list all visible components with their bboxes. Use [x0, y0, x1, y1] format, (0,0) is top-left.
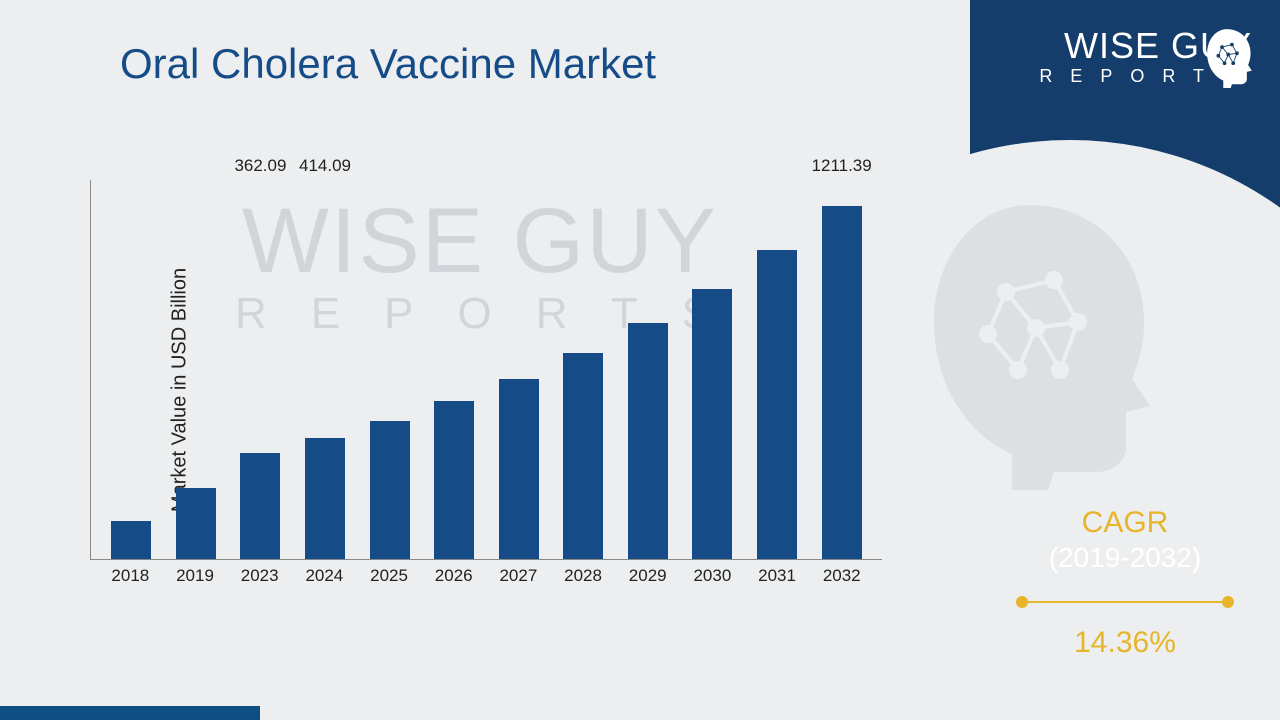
bar-wrap	[164, 180, 229, 559]
footer-strip	[0, 706, 260, 720]
bar	[176, 488, 216, 559]
x-tick-label: 2023	[227, 560, 292, 600]
x-tick-label: 2025	[357, 560, 422, 600]
bar-value-label: 1211.39	[812, 156, 872, 176]
bar	[111, 521, 151, 559]
bar	[757, 250, 797, 559]
plot-area: 362.09414.09 1211.39	[90, 180, 882, 560]
bar-wrap	[99, 180, 164, 559]
bar-wrap: 362.09	[228, 180, 293, 559]
x-tick-label: 2028	[551, 560, 616, 600]
bar-wrap	[357, 180, 422, 559]
cagr-value: 14.36%	[1010, 626, 1240, 660]
bar-wrap: 414.09	[293, 180, 358, 559]
x-tick-label: 2019	[163, 560, 228, 600]
cagr-block: CAGR (2019-2032) 14.36%	[1010, 506, 1240, 660]
bar-wrap	[486, 180, 551, 559]
cagr-dot-left-icon	[1016, 596, 1028, 608]
bar-wrap	[616, 180, 681, 559]
bar-value-label: 362.09	[234, 156, 286, 176]
bar-wrap: 1211.39	[809, 180, 874, 559]
cagr-range: (2019-2032)	[1010, 542, 1240, 574]
bar	[563, 353, 603, 559]
bar-wrap	[422, 180, 487, 559]
bar	[628, 323, 668, 559]
chart-title: Oral Cholera Vaccine Market	[120, 40, 656, 88]
x-axis-labels: 2018201920232024202520262027202820292030…	[90, 560, 882, 600]
bar	[499, 379, 539, 559]
page-root: WISE GUY REPORTS CAGR (2019-2032) 14.36%…	[0, 0, 1280, 720]
bar	[692, 289, 732, 559]
bar	[822, 206, 862, 559]
bars-container: 362.09414.09 1211.39	[91, 180, 882, 559]
brand-logo: WISE GUY REPORTS	[992, 28, 1252, 87]
x-tick-label: 2026	[421, 560, 486, 600]
x-tick-label: 2031	[745, 560, 810, 600]
x-tick-label: 2024	[292, 560, 357, 600]
bar	[434, 401, 474, 559]
bar	[240, 453, 280, 559]
x-tick-label: 2032	[809, 560, 874, 600]
x-tick-label: 2030	[680, 560, 745, 600]
x-tick-label: 2018	[98, 560, 163, 600]
brand-head-icon	[1196, 26, 1258, 88]
cagr-divider-line	[1010, 588, 1240, 616]
bar	[305, 438, 345, 559]
bar-wrap	[745, 180, 810, 559]
bar-chart: Market Value in USD Billion 362.09414.09…	[82, 180, 882, 600]
bar-wrap	[551, 180, 616, 559]
x-tick-label: 2027	[486, 560, 551, 600]
cagr-label: CAGR	[1010, 506, 1240, 540]
x-tick-label: 2029	[615, 560, 680, 600]
bar-value-label: 414.09	[299, 156, 351, 176]
cagr-dot-right-icon	[1222, 596, 1234, 608]
bar-wrap	[680, 180, 745, 559]
bar	[370, 421, 410, 559]
